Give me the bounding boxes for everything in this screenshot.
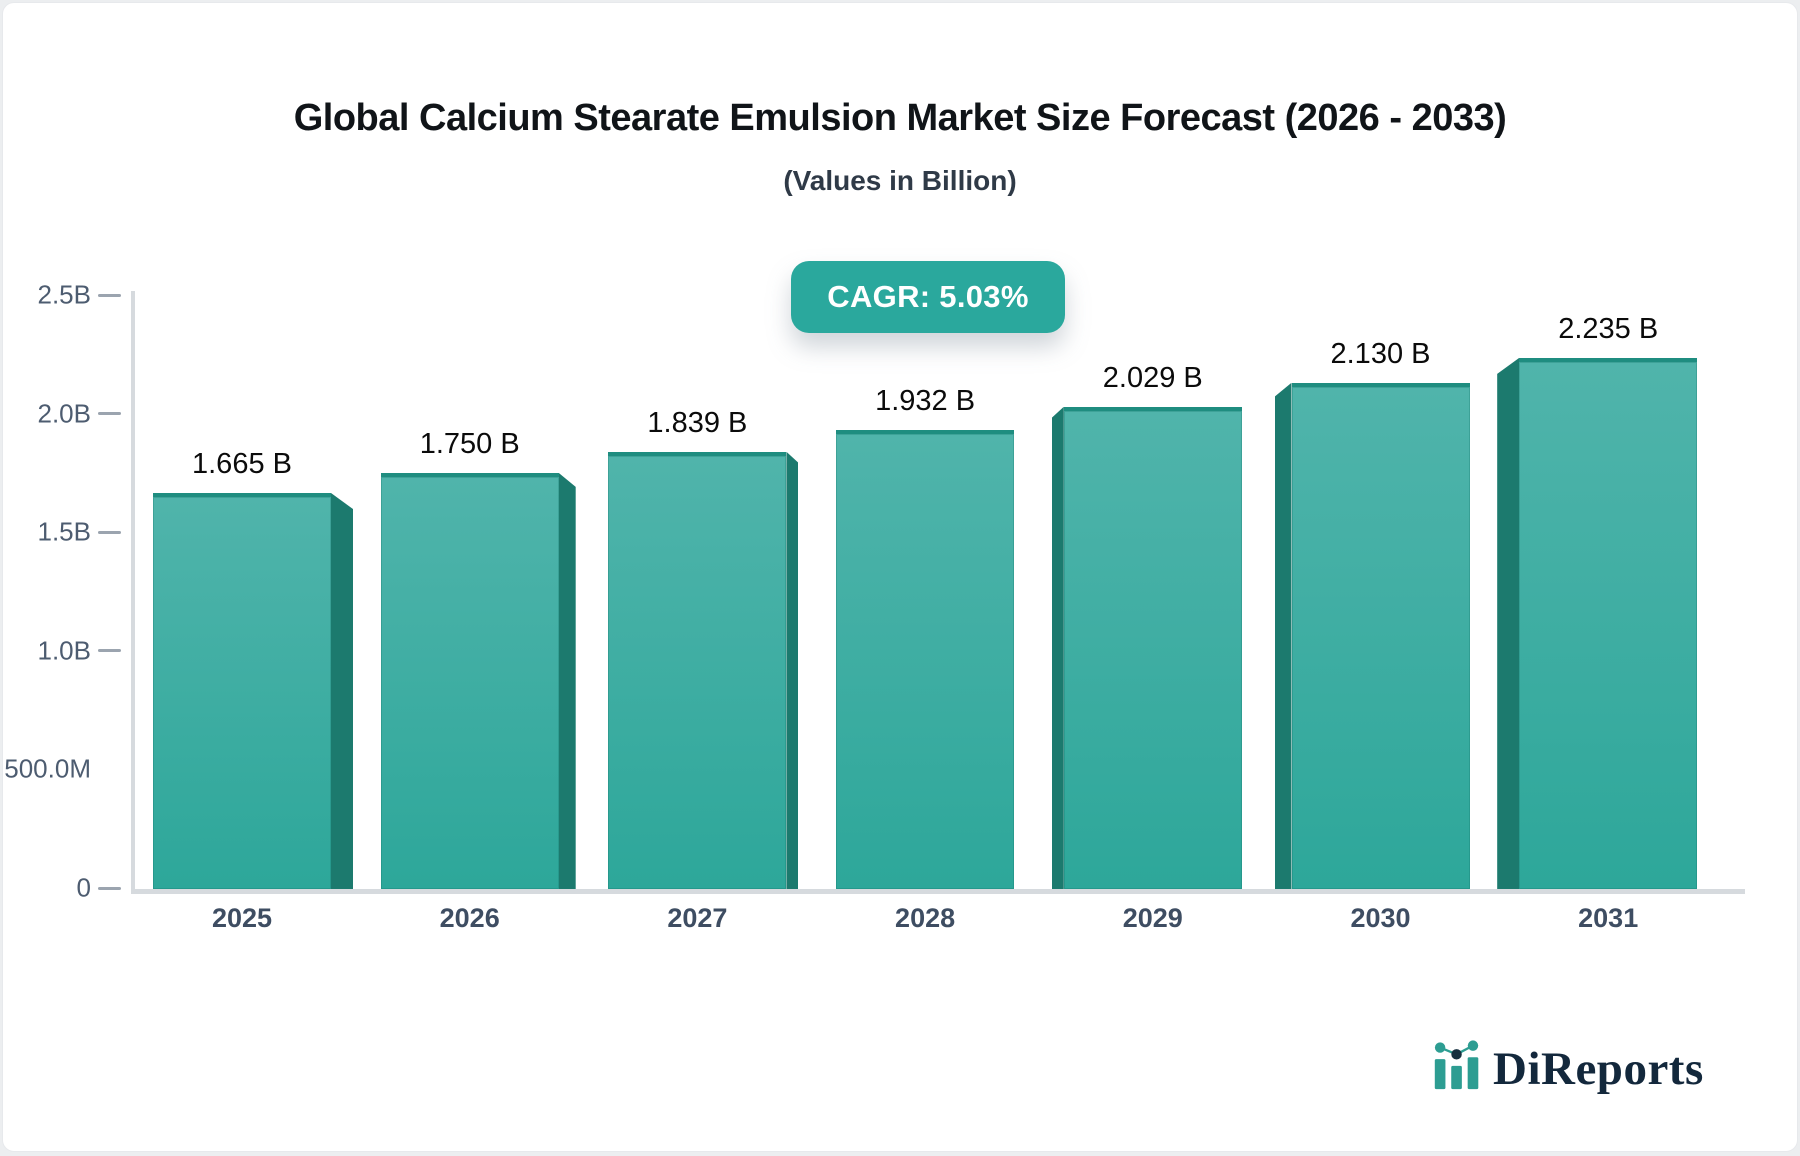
y-axis-line <box>131 291 135 893</box>
bar-2031 <box>1519 357 1698 889</box>
y-axis-label: 0 <box>76 872 91 903</box>
bar-2025-side-face <box>331 493 353 889</box>
brand-name: DiReports <box>1493 1043 1704 1095</box>
bar-value-label: 1.932 B <box>875 384 976 417</box>
bar-value-label: 1.839 B <box>647 406 748 439</box>
x-axis-label: 2028 <box>895 903 956 933</box>
bar-2025 <box>153 493 331 889</box>
bar-value-label: 1.665 B <box>192 448 292 481</box>
y-axis-tick <box>98 293 121 297</box>
bar-value-label: 2.029 B <box>1102 361 1203 394</box>
x-axis-label: 2027 <box>667 903 728 933</box>
bar-value-label: 2.130 B <box>1330 337 1431 370</box>
bar-2030-side-face <box>1274 382 1292 889</box>
x-axis-label: 2030 <box>1350 903 1411 933</box>
y-axis-label: 2.5B <box>37 279 92 310</box>
x-axis-label: 2025 <box>211 903 273 933</box>
bar-2031-side-face <box>1497 357 1520 889</box>
brand-logo-icon <box>1434 1040 1479 1090</box>
y-axis-label: 500.0M <box>4 753 91 784</box>
bar-value-label: 2.235 B <box>1558 312 1659 345</box>
x-axis-label: 2029 <box>1122 903 1183 933</box>
y-axis-tick <box>98 530 121 534</box>
y-axis-label: 2.0B <box>37 398 92 429</box>
x-axis-label: 2026 <box>439 903 500 933</box>
bar-2026-side-face <box>558 472 576 889</box>
chart-subtitle: (Values in Billion) <box>783 165 1017 196</box>
cagr-badge: CAGR: 5.03% <box>791 261 1065 333</box>
brand-logo: DiReports <box>1431 1035 1704 1093</box>
bar-2028 <box>836 429 1015 889</box>
y-axis-label: 1.0B <box>37 635 92 666</box>
y-axis-label: 1.5B <box>37 516 92 547</box>
bar-2029-side-face <box>1051 406 1064 889</box>
y-axis-tick <box>98 886 121 890</box>
cagr-badge-label: CAGR: 5.03% <box>827 279 1029 314</box>
bar-2026 <box>380 472 559 889</box>
bar-value-label: 1.750 B <box>419 427 520 460</box>
bar-2030 <box>1291 382 1470 889</box>
y-axis-tick <box>98 412 121 416</box>
bar-2029 <box>1063 406 1242 889</box>
x-axis-line <box>131 889 1745 894</box>
chart-title: Global Calcium Stearate Emulsion Market … <box>293 97 1507 139</box>
bar-2027 <box>608 451 787 889</box>
x-axis-label: 2031 <box>1578 903 1639 933</box>
y-axis-tick <box>98 649 121 653</box>
bar-2027-side-face <box>786 451 799 889</box>
